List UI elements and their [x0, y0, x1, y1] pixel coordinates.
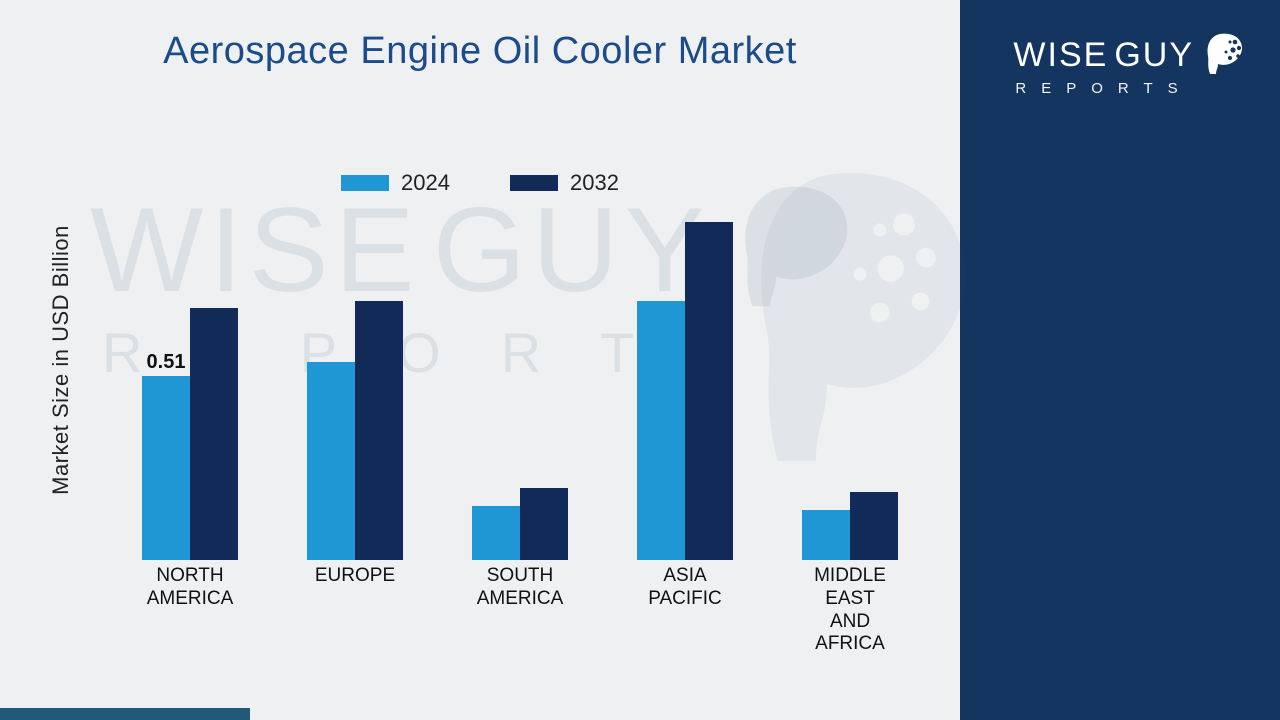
bar-group: [460, 488, 580, 560]
x-axis-label: ASIAPACIFIC: [615, 565, 755, 611]
bar: [307, 362, 355, 560]
brand-word-1: WISE: [1013, 36, 1108, 75]
value-label: 0.51: [147, 351, 186, 374]
legend-swatch-2024: [341, 175, 389, 191]
bar: [850, 492, 898, 560]
legend: 2024 2032: [0, 170, 960, 196]
x-axis-label: SOUTHAMERICA: [450, 565, 590, 611]
y-axis-label: Market Size in USD Billion: [48, 180, 74, 540]
brand-word-2: GUY: [1114, 36, 1194, 75]
brand-head-icon: [1200, 28, 1254, 82]
footer-accent-bar: [0, 708, 250, 720]
bar: [355, 301, 403, 560]
brand-subtitle: REPORTS: [1015, 80, 1254, 97]
chart-title: Aerospace Engine Oil Cooler Market: [0, 30, 960, 73]
legend-label-2024: 2024: [401, 170, 450, 196]
x-axis-labels: NORTHAMERICA EUROPE SOUTHAMERICA ASIAPACIFI…: [100, 565, 930, 705]
bar-group: [625, 222, 745, 560]
legend-item-2024: 2024: [341, 170, 450, 196]
x-axis-label: NORTHAMERICA: [120, 565, 260, 611]
legend-label-2032: 2032: [570, 170, 619, 196]
bar: [142, 376, 190, 560]
bar-group: [790, 492, 910, 560]
bar-group: [130, 308, 250, 560]
bar-group: [295, 301, 415, 560]
bar: [685, 222, 733, 560]
x-axis-label: MIDDLEEASTANDAFRICA: [780, 565, 920, 656]
sidebar-panel: [960, 0, 1280, 720]
legend-swatch-2032: [510, 175, 558, 191]
bar: [637, 301, 685, 560]
bar: [802, 510, 850, 560]
legend-item-2032: 2032: [510, 170, 619, 196]
chart-plot-area: 0.51: [100, 200, 930, 560]
x-axis-label: EUROPE: [285, 565, 425, 588]
brand-logo: WISE GUY REPORTS: [1013, 28, 1254, 97]
bar: [190, 308, 238, 560]
bar: [520, 488, 568, 560]
bar: [472, 506, 520, 560]
